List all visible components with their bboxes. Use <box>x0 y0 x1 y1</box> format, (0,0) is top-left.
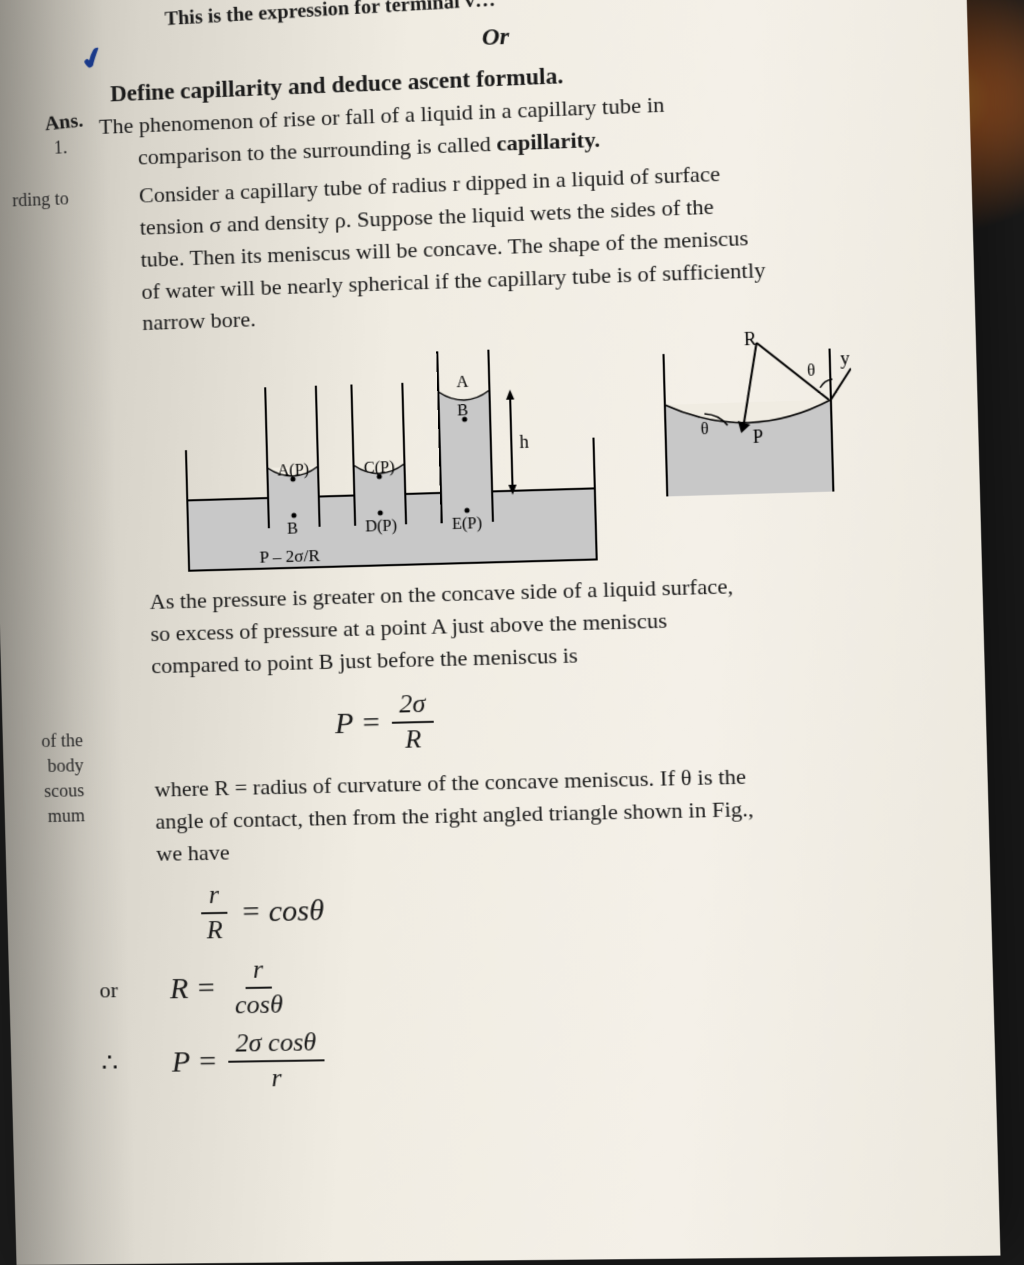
page-content: This is the expression for terminal v… O… <box>134 0 933 1094</box>
label-B: B <box>457 402 468 420</box>
numerator: r <box>244 955 271 988</box>
fraction: r cosθ <box>226 955 292 1020</box>
label-CP: C(P) <box>364 459 395 477</box>
formula-r-over-R: r R = cosθ <box>197 867 928 945</box>
text: we have <box>156 839 230 866</box>
formula-P-final: ∴ P = 2σ cosθ r <box>161 1019 933 1095</box>
label-y: y <box>840 348 850 369</box>
eq-rhs: = cosθ <box>240 889 325 934</box>
answer-label: Ans. <box>44 109 84 136</box>
bold-term: capillarity. <box>496 127 600 156</box>
book-page: 1. rding to of the body scous mum ✔ Ans.… <box>0 0 1000 1265</box>
capillary-diagram: A(P) B C(P) D(P) A B <box>173 336 607 581</box>
margin-num: 1. <box>0 137 68 161</box>
fraction: 2σ R <box>391 689 435 754</box>
or-label: or <box>99 973 140 1006</box>
text: angle of contact, then from the right an… <box>155 796 754 834</box>
text: where R = radius of curvature of the con… <box>154 764 746 802</box>
formula-R-eq: or R = r cosθ <box>159 944 931 1021</box>
label-h: h <box>519 432 529 453</box>
margin-word: rding to <box>0 188 69 212</box>
numerator: 2σ <box>391 689 435 723</box>
label-EP: E(P) <box>452 515 482 533</box>
fraction: 2σ cosθ r <box>227 1028 326 1093</box>
denominator: cosθ <box>226 988 291 1020</box>
eq-lhs: R = <box>169 966 217 1010</box>
text: comparison to the surrounding is called <box>138 131 497 170</box>
label-P: P <box>753 427 764 448</box>
label-AP: A(P) <box>277 462 309 480</box>
denominator: r <box>263 1062 290 1093</box>
denominator: R <box>397 723 430 755</box>
text: compared to point B just before the meni… <box>151 642 578 678</box>
label-DP: D(P) <box>365 518 397 536</box>
label-R: R <box>744 329 757 350</box>
numerator: r <box>200 881 227 914</box>
para-2: Consider a capillary tube of radius r di… <box>139 150 913 339</box>
label-bottom: P – 2σ/R <box>259 546 320 567</box>
label-A: A <box>456 374 469 392</box>
margin-frag: mum <box>0 805 85 828</box>
eq-lhs: P = <box>171 1040 218 1084</box>
label-B2: B <box>287 521 298 538</box>
para-3: As the pressure is greater on the concav… <box>149 565 921 682</box>
margin-frag: body <box>0 755 84 778</box>
eq-lhs: P = <box>334 701 381 746</box>
meniscus-angle-diagram: R y θ P θ <box>642 328 854 508</box>
label-theta: θ <box>807 363 815 381</box>
denominator: R <box>198 913 231 944</box>
numerator: 2σ cosθ <box>227 1028 325 1062</box>
margin-frag: scous <box>0 780 85 803</box>
fraction: r R <box>197 880 231 944</box>
label-theta2: θ <box>700 421 708 439</box>
formula-excess-pressure: P = 2σ R <box>334 678 924 756</box>
therefore-label: ∴ <box>101 1044 142 1082</box>
para-4: where R = radius of curvature of the con… <box>154 757 927 870</box>
text: narrow bore. <box>142 307 256 336</box>
text: so excess of pressure at a point A just … <box>150 608 667 647</box>
diagram-row: A(P) B C(P) D(P) A B <box>173 326 919 582</box>
margin-frag: of the <box>0 730 83 753</box>
